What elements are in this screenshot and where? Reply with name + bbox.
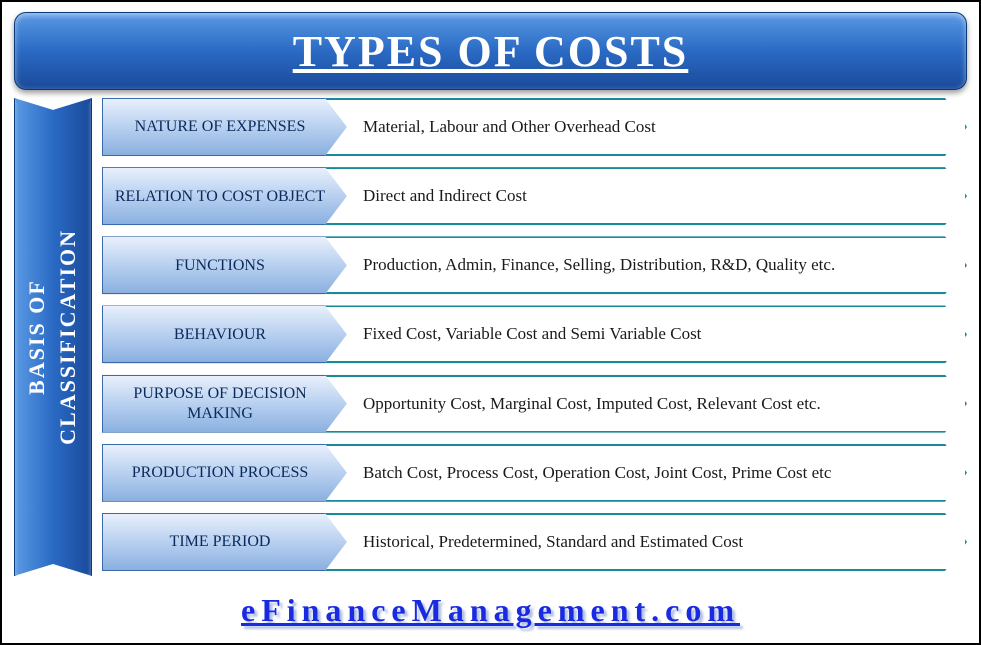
classification-sidebar: BASIS OFCLASSIFICATION: [14, 98, 92, 576]
detail-arrow: Historical, Predetermined, Standard and …: [325, 513, 967, 571]
source-attribution: eFinanceManagement.com: [2, 592, 979, 629]
detail-arrow: Material, Labour and Other Overhead Cost: [325, 98, 967, 156]
classification-row: TIME PERIOD Historical, Predetermined, S…: [102, 513, 967, 571]
category-arrow: BEHAVIOUR: [102, 305, 347, 363]
detail-arrow: Batch Cost, Process Cost, Operation Cost…: [325, 444, 967, 502]
classification-row: PURPOSE OF DECISION MAKING Opportunity C…: [102, 375, 967, 433]
classification-row: RELATION TO COST OBJECT Direct and Indir…: [102, 167, 967, 225]
category-arrow: PRODUCTION PROCESS: [102, 444, 347, 502]
detail-arrow: Direct and Indirect Cost: [325, 167, 967, 225]
classification-row: BEHAVIOUR Fixed Cost, Variable Cost and …: [102, 305, 967, 363]
sidebar-label: BASIS OFCLASSIFICATION: [22, 229, 84, 445]
title-banner: TYPES OF COSTS: [14, 12, 967, 90]
classification-row: PRODUCTION PROCESS Batch Cost, Process C…: [102, 444, 967, 502]
classification-row: FUNCTIONS Production, Admin, Finance, Se…: [102, 236, 967, 294]
category-arrow: RELATION TO COST OBJECT: [102, 167, 347, 225]
category-arrow: FUNCTIONS: [102, 236, 347, 294]
category-arrow: NATURE OF EXPENSES: [102, 98, 347, 156]
detail-arrow: Opportunity Cost, Marginal Cost, Imputed…: [325, 375, 967, 433]
category-arrow: PURPOSE OF DECISION MAKING: [102, 375, 347, 433]
category-arrow: TIME PERIOD: [102, 513, 347, 571]
classification-rows: NATURE OF EXPENSES Material, Labour and …: [102, 98, 967, 571]
classification-row: NATURE OF EXPENSES Material, Labour and …: [102, 98, 967, 156]
detail-arrow: Production, Admin, Finance, Selling, Dis…: [325, 236, 967, 294]
detail-arrow: Fixed Cost, Variable Cost and Semi Varia…: [325, 305, 967, 363]
main-title: TYPES OF COSTS: [293, 26, 689, 77]
